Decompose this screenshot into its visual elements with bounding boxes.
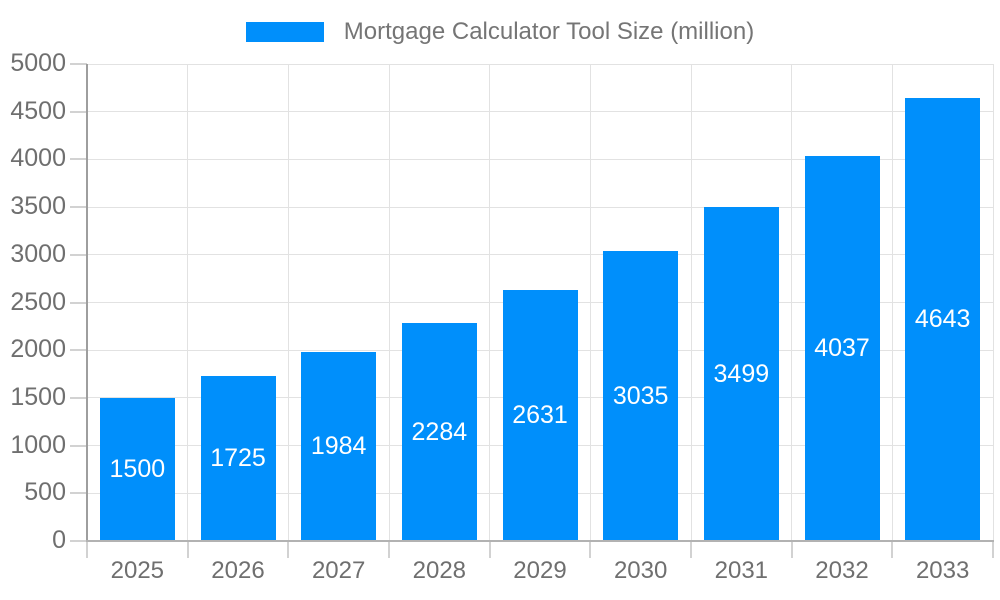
x-tick-label: 2026 [211,557,265,584]
bar-value-label: 3499 [713,359,770,388]
legend-label: Mortgage Calculator Tool Size (million) [343,18,755,45]
y-tick-label: 3500 [10,192,66,221]
bar-value-label: 1984 [310,432,367,460]
y-axis-tick [70,349,87,352]
y-axis-line [86,64,88,542]
y-tick-label: 4000 [10,144,66,173]
y-axis-tick [70,63,87,65]
gridline-vertical [589,64,591,541]
gridline-vertical [388,64,390,541]
x-axis-tick [891,542,894,558]
y-axis-tick [70,492,87,495]
gridline-horizontal [87,158,993,160]
x-tick-label: 2031 [714,557,769,584]
bar-2031[interactable]: 3499 [703,207,779,541]
bar-value-label: 4643 [914,305,971,333]
x-axis-tick [186,542,189,558]
gridline-vertical [891,64,893,541]
y-axis-tick [70,396,87,399]
x-tick-label: 2027 [311,557,366,584]
bar-2029[interactable]: 2631 [502,290,578,541]
gridline-horizontal [87,111,993,113]
y-axis-tick [70,158,87,161]
x-axis-line [86,540,994,542]
x-tick-label: 2030 [613,557,668,584]
bar-2028[interactable]: 2284 [401,323,477,541]
x-tick-label: 2025 [110,557,165,584]
y-tick-label: 500 [24,478,66,507]
gridline-vertical [992,64,994,541]
y-tick-label: 2000 [10,335,66,364]
y-tick-label: 1000 [10,430,66,459]
bar-2025[interactable]: 1500 [99,398,175,541]
x-axis-tick [388,542,390,558]
y-axis-tick [70,110,87,113]
x-axis-tick [992,542,994,558]
legend-swatch-icon [245,22,324,42]
gridline-vertical [690,64,692,541]
bar-value-label: 1725 [210,444,266,472]
x-tick-label: 2029 [513,557,567,584]
bar-value-label: 2284 [411,417,468,446]
x-axis-tick [589,542,592,558]
y-tick-label: 2500 [10,287,66,316]
bar-2027[interactable]: 1984 [301,352,377,541]
legend[interactable]: Mortgage Calculator Tool Size (million) [0,14,1000,50]
x-axis-tick [488,542,491,558]
y-axis-tick [70,206,87,209]
gridline-vertical [187,64,189,541]
gridline-vertical [791,64,793,541]
y-tick-label: 3000 [10,239,66,268]
y-tick-label: 1500 [10,382,66,411]
gridline-vertical [287,64,289,541]
y-tick-label: 4500 [10,96,66,125]
bar-2026[interactable]: 1725 [200,376,276,541]
y-axis-tick [70,301,87,304]
gridline-vertical [489,64,491,541]
x-tick-label: 2032 [815,557,869,584]
y-axis-tick [70,253,87,256]
y-axis-tick [70,540,87,542]
x-axis-tick [690,542,692,558]
x-tick-label: 2033 [915,557,970,584]
bar-value-label: 4037 [814,334,870,362]
y-tick-label: 5000 [10,48,66,77]
gridline-horizontal [87,206,993,208]
x-axis-tick [790,542,793,558]
x-tick-label: 2028 [412,557,467,584]
gridline-horizontal [87,63,993,65]
bar-value-label: 2631 [512,401,568,429]
bar-2033[interactable]: 4643 [905,98,981,541]
y-tick-label: 0 [52,525,66,554]
bar-2032[interactable]: 4037 [804,156,880,541]
x-axis-tick [287,542,290,558]
x-axis-tick [86,542,88,558]
y-axis-tick [70,444,87,447]
bar-value-label: 3035 [612,381,669,410]
bar-2030[interactable]: 3035 [603,251,679,541]
bar-value-label: 1500 [109,455,166,483]
gridline-horizontal [87,254,993,256]
